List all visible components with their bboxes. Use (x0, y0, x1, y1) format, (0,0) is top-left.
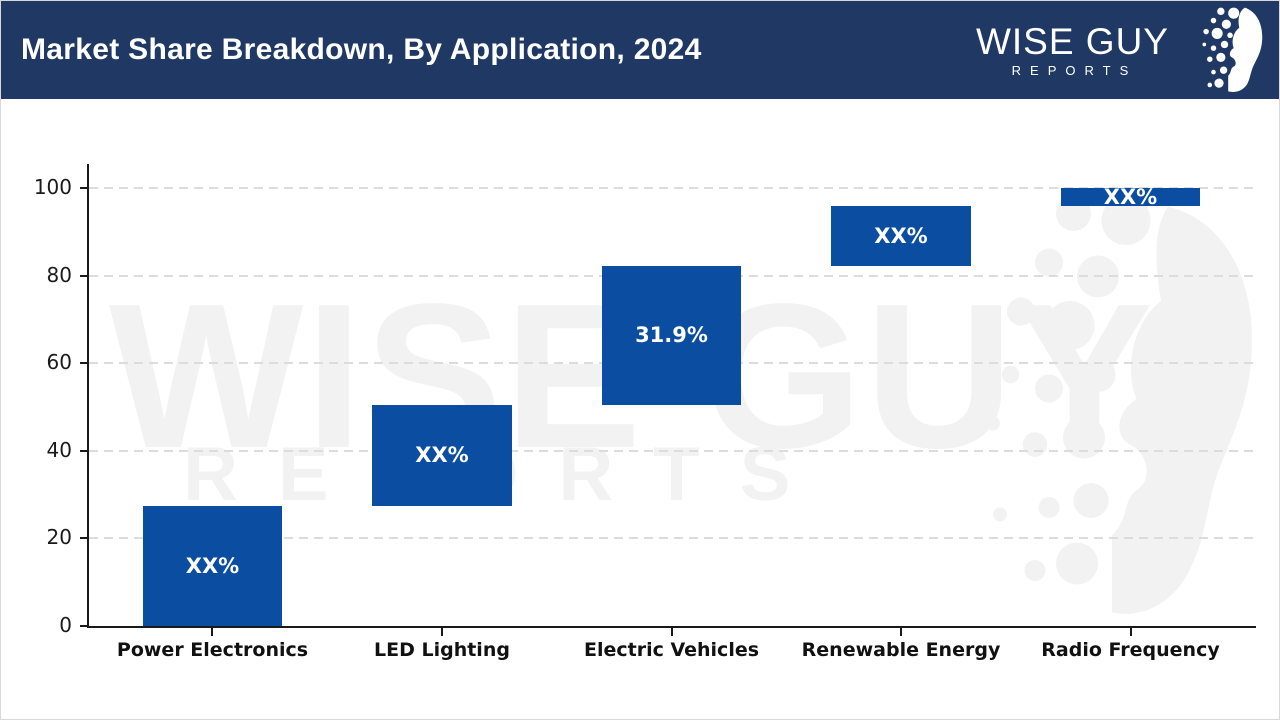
gridline-100 (89, 187, 1254, 190)
logo-brand-sub: REPORTS (1011, 62, 1138, 78)
page-title: Market Share Breakdown, By Application, … (21, 33, 702, 66)
gridline-20 (89, 537, 1254, 540)
bar-value-label: XX% (415, 443, 469, 468)
y-tick-100 (80, 187, 88, 190)
y-tick-80 (80, 274, 88, 277)
x-tick-0 (211, 628, 214, 636)
bar-value-label: 31.9% (635, 323, 708, 348)
bar-radio-frequency: XX% (1060, 185, 1201, 210)
y-tick-0 (80, 625, 88, 627)
wiseguy-logo: WISE GUY REPORTS (976, 4, 1279, 96)
y-tick-60 (80, 362, 88, 365)
y-tick-40 (80, 449, 88, 452)
bar-value-label: XX% (1103, 185, 1158, 210)
y-tick-label-100: 100 (33, 175, 72, 200)
x-category-label-4: Radio Frequency (1041, 639, 1220, 661)
wiseguy-face-icon (1202, 7, 1263, 92)
x-axis-line (87, 626, 1256, 628)
y-tick-label-80: 80 (46, 262, 72, 287)
y-tick-label-40: 40 (46, 437, 72, 462)
bar-power-electronics: XX% (142, 505, 283, 626)
bar-value-label: XX% (874, 223, 928, 248)
bar-renewable-energy: XX% (831, 206, 971, 266)
x-category-label-1: LED Lighting (374, 639, 510, 661)
x-category-label-2: Electric Vehicles (583, 639, 760, 661)
y-tick-20 (80, 537, 88, 540)
y-tick-label-20: 20 (46, 525, 72, 550)
wiseguy-logo-text: WISE GUY REPORTS (976, 23, 1169, 78)
x-tick-1 (440, 628, 443, 636)
x-tick-2 (670, 628, 673, 636)
plot-area: XX% XX% 31.9% XX% XX% (89, 164, 1254, 626)
header-bar: Market Share Breakdown, By Application, … (1, 1, 1279, 99)
x-category-label-3: Renewable Energy (801, 639, 1001, 661)
gridline-40 (89, 449, 1254, 452)
x-category-label-0: Power Electronics (116, 639, 309, 661)
x-tick-3 (900, 628, 902, 636)
y-axis-line (87, 164, 89, 628)
y-tick-label-60: 60 (46, 350, 72, 375)
bar-value-label: XX% (185, 553, 240, 578)
logo-brand-name: WISE GUY (975, 20, 1169, 62)
y-tick-label-0: 0 (59, 613, 72, 637)
bar-led-lighting: XX% (372, 405, 512, 506)
x-tick-4 (1129, 628, 1132, 636)
bar-electric-vehicles: 31.9% (601, 265, 742, 406)
